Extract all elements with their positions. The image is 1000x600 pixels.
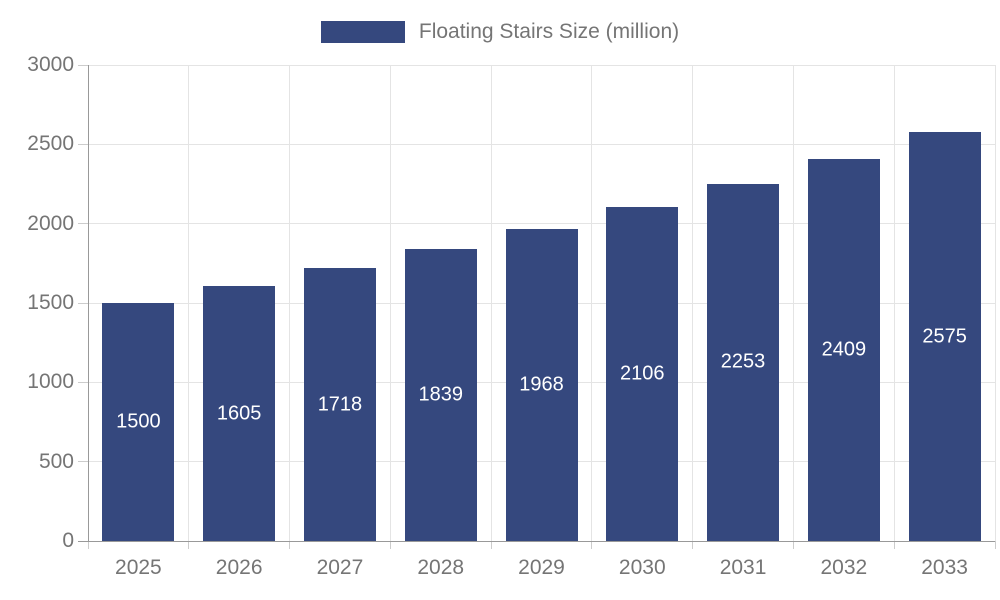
- y-axis-tick: [78, 302, 88, 304]
- h-gridline: [88, 64, 995, 66]
- bar: 1500: [102, 303, 175, 541]
- x-axis-tick: [792, 541, 794, 549]
- bar-value-label: 1968: [519, 373, 564, 396]
- v-gridline: [692, 65, 694, 541]
- x-axis-tick: [389, 541, 391, 549]
- v-gridline: [389, 65, 391, 541]
- bar-value-label: 1500: [116, 410, 161, 433]
- x-axis-tick-label: 2031: [719, 556, 767, 579]
- y-axis-line: [87, 65, 89, 541]
- x-axis-tick-label: 2032: [820, 556, 868, 579]
- bar: 2253: [707, 183, 780, 541]
- x-axis-tick-label: 2027: [316, 556, 364, 579]
- legend-label[interactable]: Floating Stairs Size (million): [418, 20, 680, 43]
- y-axis-tick: [78, 64, 88, 66]
- y-axis-tick-label: 1000: [27, 370, 74, 394]
- y-axis-tick-label: 2000: [27, 211, 74, 235]
- bar-value-label: 2575: [922, 325, 967, 348]
- x-axis-tick: [87, 541, 89, 549]
- x-axis-tick-label: 2026: [215, 556, 263, 579]
- x-axis-tick-label: 2029: [518, 556, 565, 579]
- bar-value-label: 1839: [418, 383, 463, 406]
- h-gridline: [88, 143, 995, 145]
- bar: 2575: [908, 132, 981, 541]
- bar: 1718: [303, 268, 376, 541]
- x-axis-tick-label: 2033: [921, 556, 968, 579]
- v-gridline: [289, 65, 291, 541]
- x-axis-tick: [893, 541, 895, 549]
- bar: 1839: [404, 249, 477, 541]
- legend-swatch[interactable]: [320, 21, 405, 43]
- y-axis-tick-label: 0: [62, 529, 74, 552]
- bar: 2106: [606, 206, 679, 541]
- x-axis-tick-label: 2030: [618, 556, 666, 579]
- legend[interactable]: Floating Stairs Size (million): [0, 20, 1000, 44]
- x-axis-tick: [490, 541, 492, 549]
- bar-value-label: 2253: [720, 350, 766, 373]
- x-axis-tick: [289, 541, 291, 549]
- x-axis-line: [78, 540, 995, 542]
- y-axis-tick: [78, 223, 88, 225]
- x-axis-tick: [591, 541, 593, 549]
- v-gridline: [490, 65, 492, 541]
- x-axis-tick-label: 2028: [417, 556, 465, 579]
- x-axis-labels: 2025 2026 2027 2028 2029 2030 2031 2032 2033: [88, 556, 995, 586]
- v-gridline: [188, 65, 190, 541]
- x-axis-tick-label: 2025: [115, 556, 162, 579]
- plot-area: 1500 1605 1718 1839 1968 2106 2253 2409 2575: [78, 64, 996, 549]
- bar-value-label: 1605: [216, 402, 262, 425]
- x-axis-tick: [188, 541, 190, 549]
- bar: 1605: [203, 286, 276, 541]
- y-axis-labels: 0 500 1000 1500 2000 2500 3000: [0, 53, 74, 552]
- y-axis-tick-label: 500: [38, 449, 74, 473]
- bar-value-label: 2106: [620, 362, 665, 385]
- h-gridline: [88, 223, 995, 225]
- bar: 2409: [807, 158, 880, 541]
- y-axis-tick-label: 3000: [27, 53, 74, 76]
- y-axis-tick-label: 2500: [27, 132, 74, 156]
- y-axis-tick: [78, 143, 88, 145]
- y-axis-tick: [78, 381, 88, 383]
- v-gridline: [792, 65, 794, 541]
- y-axis-tick: [78, 461, 88, 463]
- x-axis-tick: [692, 541, 694, 549]
- bar-value-label: 1718: [317, 393, 363, 416]
- v-gridline: [591, 65, 593, 541]
- bar: 1968: [505, 228, 578, 541]
- v-gridline: [994, 65, 996, 541]
- x-axis-tick: [994, 541, 996, 549]
- bar-value-label: 2409: [821, 338, 867, 361]
- v-gridline: [893, 65, 895, 541]
- y-axis-tick-label: 1500: [27, 291, 74, 314]
